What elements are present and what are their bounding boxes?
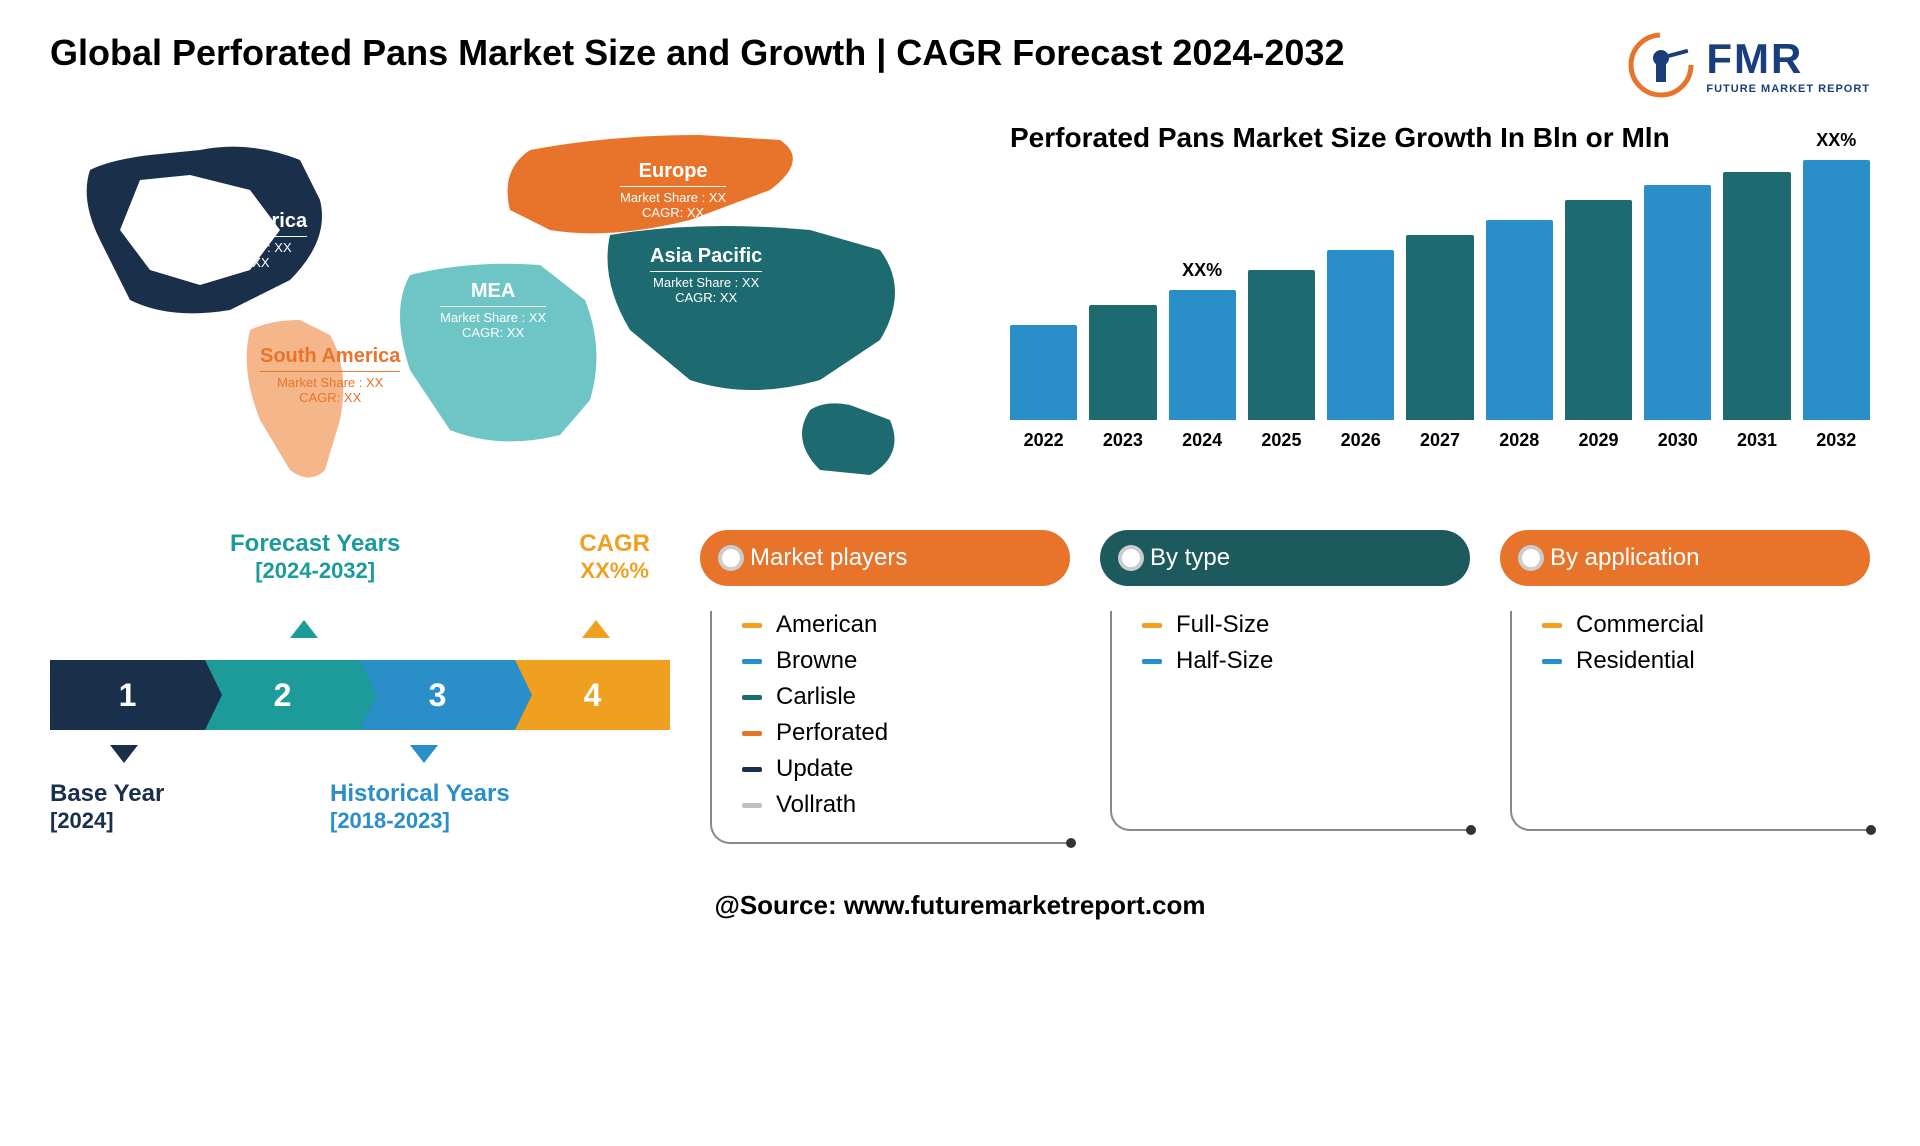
hist-label: Historical Years [330,780,510,808]
cagr-label: CAGR [579,530,650,558]
timeline: Forecast Years [2024-2032] CAGR XX%% 123… [50,530,670,870]
bars-container: 20222023XX%20242025202620272028202920302… [1010,171,1870,451]
bar-item: 2027 [1406,205,1473,451]
category-list: American Browne Carlisle Perforated Update Vo… [710,611,1070,844]
category-list: Full-Size Half-Size [1110,611,1470,831]
bar-item: XX%2032 [1803,130,1870,451]
category-item: Commercial [1542,611,1870,639]
arrow-cagr [582,620,610,638]
timeline-bar: 1234 [50,660,670,730]
bar-item: XX%2024 [1169,260,1236,451]
map-region-label: Asia PacificMarket Share : XXCAGR: XX [650,245,762,305]
base-label: Base Year [50,780,164,808]
map-region-label: EuropeMarket Share : XXCAGR: XX [620,160,726,220]
category-header: By type [1100,530,1470,586]
logo-icon [1626,30,1696,100]
category-item: Residential [1542,647,1870,675]
cagr-value: XX%% [579,558,650,584]
category-item: Half-Size [1142,647,1470,675]
category-item: Perforated [742,719,1070,747]
base-years: [2024] [50,808,164,834]
category-header: By application [1500,530,1870,586]
category-column: By type Full-Size Half-Size [1100,530,1470,870]
source-text: @Source: www.futuremarketreport.com [50,890,1870,921]
map-region-label: North AmericaMarket Share : XXCAGR: XX [170,210,307,270]
category-item: Full-Size [1142,611,1470,639]
world-map: North AmericaMarket Share : XXCAGR: XX So… [50,120,950,500]
category-list: Commercial Residential [1510,611,1870,831]
bar-chart: Perforated Pans Market Size Growth In Bl… [990,120,1870,500]
timeline-segment: 2 [205,660,360,730]
category-column: By application Commercial Residential [1500,530,1870,870]
arrow-base [110,745,138,763]
page-title: Global Perforated Pans Market Size and G… [50,30,1345,77]
bar-item: 2028 [1486,190,1553,451]
category-item: Browne [742,647,1070,675]
timeline-segment: 4 [515,660,670,730]
logo: FMR FUTURE MARKET REPORT [1626,30,1870,100]
map-region-label: MEAMarket Share : XXCAGR: XX [440,280,546,340]
category-column: Market players American Browne Carlisle Perf… [700,530,1070,870]
categories: Market players American Browne Carlisle Perf… [700,530,1870,870]
bar-item: 2031 [1723,142,1790,451]
forecast-years: [2024-2032] [230,558,400,584]
forecast-label: Forecast Years [230,530,400,558]
bar-item: 2026 [1327,220,1394,451]
category-item: American [742,611,1070,639]
timeline-segment: 3 [360,660,515,730]
logo-subtitle: FUTURE MARKET REPORT [1706,83,1870,95]
bar-item: 2023 [1089,275,1156,451]
arrow-forecast [290,620,318,638]
hist-years: [2018-2023] [330,808,510,834]
category-item: Vollrath [742,791,1070,819]
timeline-segment: 1 [50,660,205,730]
bar-item: 2025 [1248,240,1315,451]
arrow-hist [410,745,438,763]
bar-item: 2030 [1644,155,1711,451]
category-item: Carlisle [742,683,1070,711]
bar-item: 2029 [1565,170,1632,451]
bar-item: 2022 [1010,295,1077,451]
category-item: Update [742,755,1070,783]
map-region-label: South AmericaMarket Share : XXCAGR: XX [260,345,400,405]
logo-fmr-text: FMR [1706,35,1870,83]
category-header: Market players [700,530,1070,586]
